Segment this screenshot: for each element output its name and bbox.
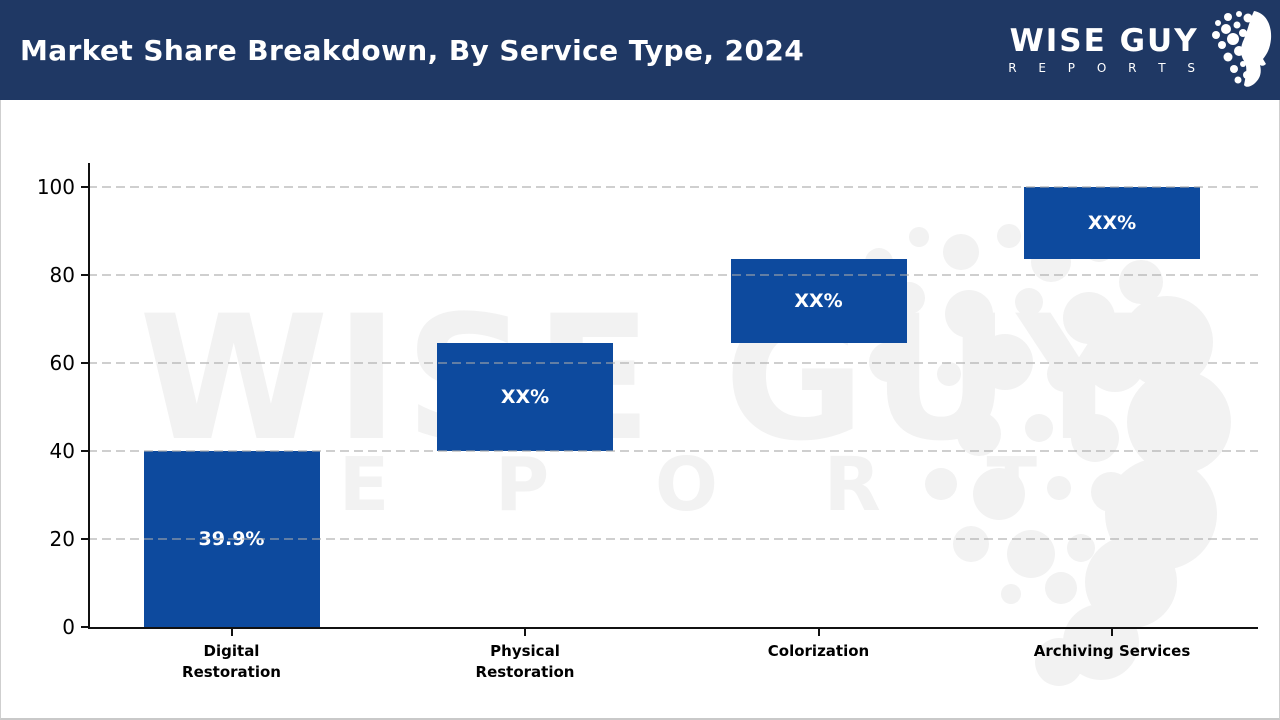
chart-area: WISE GUY R E P O R T S 39.9% XX% XX% XX% 0 20…: [0, 100, 1280, 720]
y-tick-label-100: 100: [36, 175, 75, 199]
y-tick-label-0: 0: [62, 615, 75, 639]
page-title: Market Share Breakdown, By Service Type,…: [20, 33, 805, 67]
brand-logo-text: WISE GUY R E P O R T S: [1004, 23, 1204, 75]
bar-value-label: XX%: [1087, 211, 1137, 234]
y-axis-line: [88, 163, 90, 629]
y-tick-label-40: 40: [49, 439, 75, 463]
x-tick-1: [230, 629, 233, 636]
y-tick-label-80: 80: [49, 263, 75, 287]
plot-region: 39.9% XX% XX% XX% 0 20 40 60 80 100 Digital Restor…: [1, 100, 1279, 718]
gridline-y80: [88, 274, 1258, 276]
y-tick-100: [81, 186, 88, 188]
gridline-y100: [88, 186, 1258, 188]
x-tick-2: [524, 629, 526, 636]
bar-archiving-services: XX%: [1024, 187, 1200, 259]
bar-physical-restoration: XX%: [437, 342, 613, 452]
y-tick-20: [81, 538, 88, 540]
y-tick-80: [81, 274, 88, 276]
category-label-4: Archiving Services: [1033, 642, 1191, 660]
gridline-y40: [88, 450, 1258, 452]
dotted-head-profile-icon: [1212, 11, 1272, 87]
category-label-2: Physical Restoration: [475, 642, 575, 681]
brand-logo: WISE GUY R E P O R T S: [1004, 9, 1280, 91]
brand-name: WISE GUY: [1009, 23, 1199, 59]
bar-value-label: XX%: [794, 289, 843, 312]
bar-value-label: XX%: [500, 386, 550, 409]
y-tick-label-60: 60: [49, 351, 75, 375]
header-bar: Market Share Breakdown, By Service Type,…: [0, 0, 1280, 100]
y-tick-60: [81, 362, 88, 364]
bar-colorization: XX%: [730, 258, 907, 343]
category-label-1: Digital Restoration: [182, 642, 281, 681]
x-tick-4: [1111, 629, 1113, 636]
y-tick-40: [81, 450, 88, 452]
gridline-y60: [88, 362, 1258, 364]
brand-subtitle: R E P O R T S: [1008, 61, 1204, 75]
y-tick-label-20: 20: [49, 527, 75, 551]
y-tick-0: [81, 626, 88, 628]
x-tick-3: [817, 629, 820, 636]
category-label-3: Colorization: [767, 642, 870, 660]
gridline-y20: [88, 538, 1258, 540]
x-axis-line: [88, 627, 1258, 629]
